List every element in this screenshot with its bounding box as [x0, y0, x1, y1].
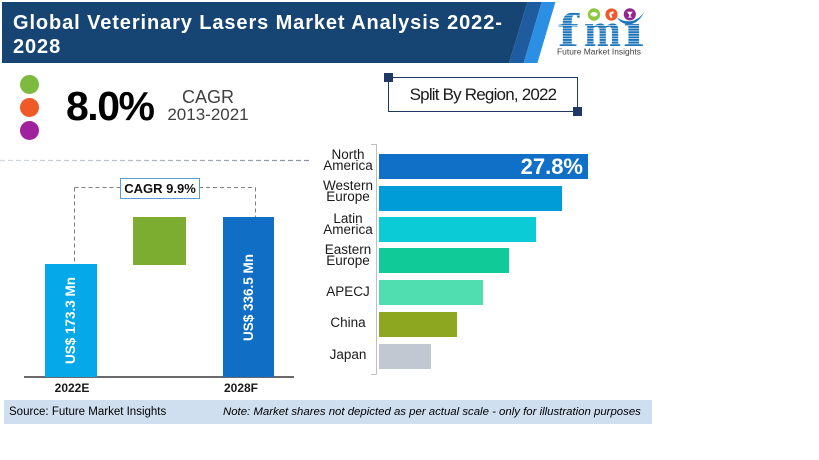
svg-text:f: f — [558, 4, 580, 57]
svg-text:Future Market Insights: Future Market Insights — [557, 48, 641, 57]
